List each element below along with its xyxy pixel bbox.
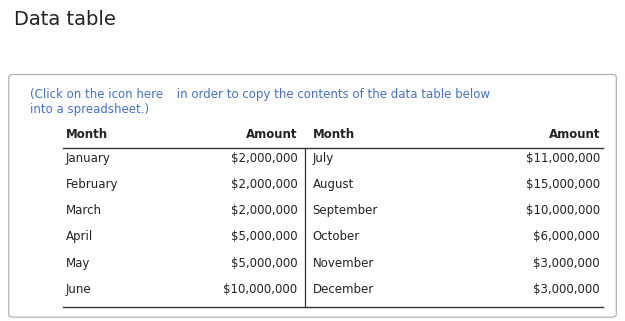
Text: Month: Month [312, 128, 354, 141]
Text: January: January [66, 152, 111, 164]
Text: $10,000,000: $10,000,000 [526, 204, 600, 217]
Text: in order to copy the contents of the data table below: in order to copy the contents of the dat… [173, 88, 489, 101]
Text: $6,000,000: $6,000,000 [533, 230, 600, 243]
Text: $5,000,000: $5,000,000 [231, 230, 298, 243]
Text: May: May [66, 257, 90, 270]
Text: $5,000,000: $5,000,000 [231, 257, 298, 270]
Text: $15,000,000: $15,000,000 [526, 178, 600, 191]
Text: $2,000,000: $2,000,000 [231, 178, 298, 191]
Text: Data table: Data table [14, 10, 116, 29]
Text: into a spreadsheet.): into a spreadsheet.) [30, 103, 149, 116]
Text: November: November [312, 257, 374, 270]
Text: $2,000,000: $2,000,000 [231, 204, 298, 217]
Text: February: February [66, 178, 118, 191]
FancyBboxPatch shape [152, 95, 169, 112]
Text: April: April [66, 230, 93, 243]
Text: October: October [312, 230, 360, 243]
Text: (Click on the icon here: (Click on the icon here [30, 88, 167, 101]
Text: Month: Month [66, 128, 108, 141]
Text: March: March [66, 204, 102, 217]
Text: $2,000,000: $2,000,000 [231, 152, 298, 164]
Text: August: August [312, 178, 354, 191]
Text: $11,000,000: $11,000,000 [526, 152, 600, 164]
Text: $3,000,000: $3,000,000 [533, 257, 600, 270]
Text: Amount: Amount [549, 128, 600, 141]
Text: September: September [312, 204, 378, 217]
Text: June: June [66, 283, 91, 296]
Text: December: December [312, 283, 374, 296]
Text: $3,000,000: $3,000,000 [533, 283, 600, 296]
Text: Amount: Amount [246, 128, 298, 141]
Text: July: July [312, 152, 334, 164]
Text: $10,000,000: $10,000,000 [223, 283, 298, 296]
